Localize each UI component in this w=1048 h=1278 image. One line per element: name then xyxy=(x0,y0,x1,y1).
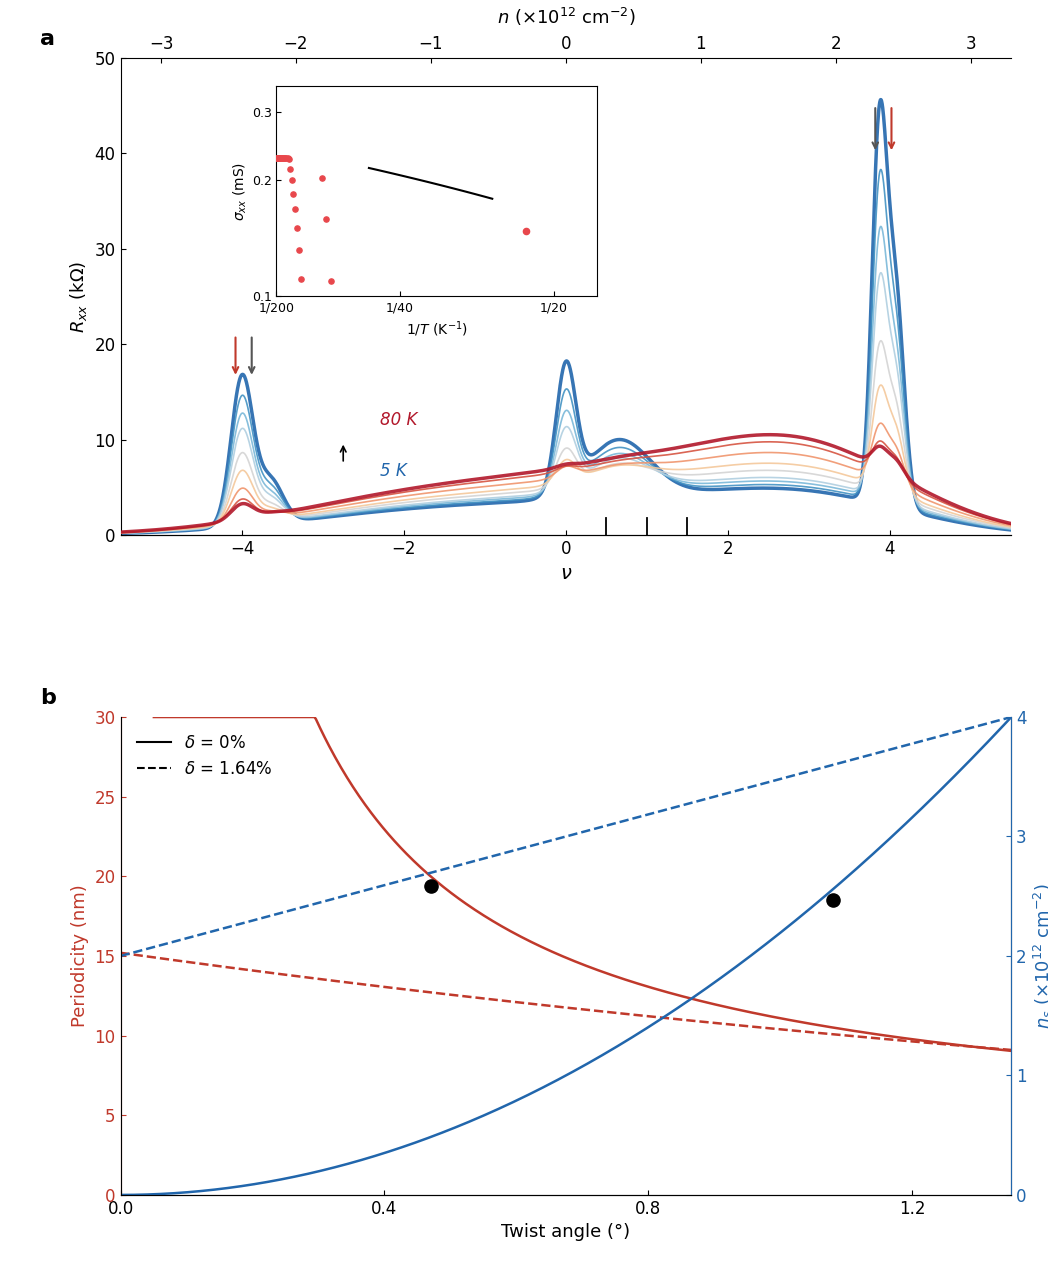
Text: a: a xyxy=(41,29,56,49)
X-axis label: Twist angle (°): Twist angle (°) xyxy=(501,1223,631,1241)
Text: 5 K: 5 K xyxy=(379,463,407,481)
X-axis label: $\nu$: $\nu$ xyxy=(560,564,572,583)
X-axis label: $n$ ($\times$10$^{12}$ cm$^{-2}$): $n$ ($\times$10$^{12}$ cm$^{-2}$) xyxy=(497,5,635,28)
Point xyxy=(825,889,842,910)
Y-axis label: $n_s$ ($\times$10$^{12}$ cm$^{-2}$): $n_s$ ($\times$10$^{12}$ cm$^{-2}$) xyxy=(1032,883,1048,1029)
Legend: $\delta$ = 0%, $\delta$ = 1.64%: $\delta$ = 0%, $\delta$ = 1.64% xyxy=(129,726,281,786)
Point xyxy=(422,875,439,896)
Text: 80 K: 80 K xyxy=(379,412,417,429)
Text: b: b xyxy=(41,689,57,708)
Y-axis label: Periodicity (nm): Periodicity (nm) xyxy=(71,884,89,1028)
Y-axis label: $R_{xx}$ (k$\Omega$): $R_{xx}$ (k$\Omega$) xyxy=(68,261,89,332)
